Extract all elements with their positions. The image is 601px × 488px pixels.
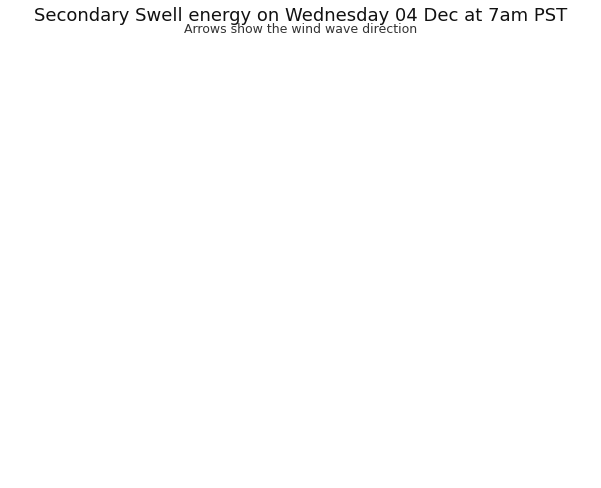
Text: Arrows show the wind wave direction: Arrows show the wind wave direction xyxy=(184,23,417,36)
Text: cartopy required: cartopy required xyxy=(243,265,358,279)
Text: Secondary Swell energy on Wednesday 04 Dec at 7am PST: Secondary Swell energy on Wednesday 04 D… xyxy=(34,7,567,25)
